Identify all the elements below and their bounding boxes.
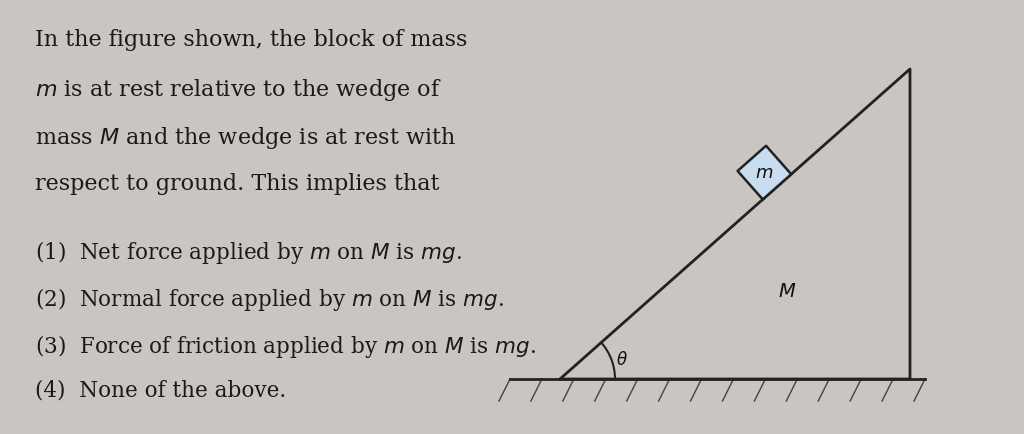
Text: (4)  None of the above.: (4) None of the above. bbox=[35, 380, 286, 402]
Text: respect to ground. This implies that: respect to ground. This implies that bbox=[35, 173, 439, 195]
Text: (1)  Net force applied by $m$ on $M$ is $mg$.: (1) Net force applied by $m$ on $M$ is $… bbox=[35, 239, 462, 266]
Text: $\theta$: $\theta$ bbox=[616, 351, 628, 369]
Text: $m$ is at rest relative to the wedge of: $m$ is at rest relative to the wedge of bbox=[35, 77, 441, 103]
Text: $M$: $M$ bbox=[778, 283, 797, 301]
Text: (3)  Force of friction applied by $m$ on $M$ is $mg$.: (3) Force of friction applied by $m$ on … bbox=[35, 333, 536, 360]
Text: $m$: $m$ bbox=[756, 164, 773, 181]
Polygon shape bbox=[737, 146, 792, 199]
Text: mass $M$ and the wedge is at rest with: mass $M$ and the wedge is at rest with bbox=[35, 125, 456, 151]
Text: In the figure shown, the block of mass: In the figure shown, the block of mass bbox=[35, 29, 467, 51]
Text: (2)  Normal force applied by $m$ on $M$ is $mg$.: (2) Normal force applied by $m$ on $M$ i… bbox=[35, 286, 504, 313]
